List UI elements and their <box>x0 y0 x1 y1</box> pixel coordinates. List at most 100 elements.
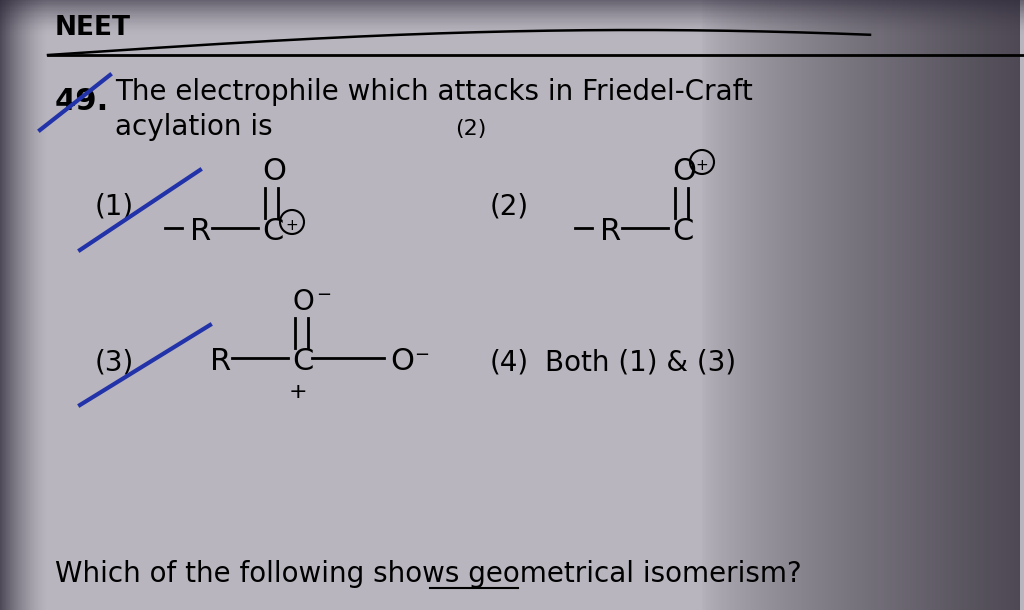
Bar <box>985 0 986 610</box>
Bar <box>840 0 841 610</box>
Bar <box>883 0 884 610</box>
Bar <box>0 17 1024 18</box>
Bar <box>803 0 804 610</box>
Bar <box>744 0 746 610</box>
Bar <box>858 0 860 610</box>
Bar <box>1012 0 1014 610</box>
Bar <box>0 6 1024 7</box>
Bar <box>852 0 854 610</box>
Bar <box>997 0 999 610</box>
Bar <box>824 0 826 610</box>
Bar <box>798 0 799 610</box>
Bar <box>753 0 755 610</box>
Bar <box>964 0 966 610</box>
Bar <box>828 0 829 610</box>
Bar <box>857 0 858 610</box>
Bar <box>932 0 934 610</box>
Text: Both (1) & (3): Both (1) & (3) <box>545 348 736 376</box>
Bar <box>880 0 881 610</box>
Bar <box>846 0 847 610</box>
Bar <box>807 0 809 610</box>
Bar <box>770 0 772 610</box>
Bar <box>815 0 817 610</box>
Bar <box>701 0 703 610</box>
Bar <box>959 0 961 610</box>
Bar <box>821 0 823 610</box>
Bar <box>737 0 738 610</box>
Bar <box>0 27 1024 29</box>
Bar <box>718 0 719 610</box>
Bar <box>929 0 931 610</box>
Bar <box>971 0 972 610</box>
Bar <box>719 0 721 610</box>
Bar <box>806 0 807 610</box>
Bar <box>0 23 1024 24</box>
Bar <box>826 0 828 610</box>
Bar <box>761 0 763 610</box>
Bar <box>866 0 868 610</box>
Bar <box>833 0 835 610</box>
Bar <box>0 19 1024 20</box>
Text: (2): (2) <box>455 119 486 139</box>
Bar <box>889 0 891 610</box>
Bar <box>975 0 977 610</box>
Bar <box>854 0 855 610</box>
Text: The electrophile which attacks in Friedel-Craft: The electrophile which attacks in Friede… <box>115 78 753 106</box>
Bar <box>836 0 838 610</box>
Bar <box>855 0 857 610</box>
Bar <box>786 0 788 610</box>
Text: (1): (1) <box>95 193 134 221</box>
Text: O: O <box>292 288 313 316</box>
Bar <box>766 0 767 610</box>
Bar <box>0 7 1024 9</box>
Bar <box>752 0 753 610</box>
Bar <box>881 0 883 610</box>
Bar <box>961 0 963 610</box>
Bar <box>0 29 1024 30</box>
Bar <box>767 0 769 610</box>
Bar <box>1019 0 1020 610</box>
Bar <box>986 0 988 610</box>
Bar <box>956 0 957 610</box>
Bar <box>1017 0 1019 610</box>
Bar <box>861 0 863 610</box>
Bar <box>814 0 815 610</box>
Text: R: R <box>190 217 211 246</box>
Bar <box>931 0 932 610</box>
Bar <box>740 0 741 610</box>
Bar <box>897 0 898 610</box>
Bar <box>996 0 997 610</box>
Bar <box>763 0 764 610</box>
Bar <box>952 0 954 610</box>
Bar <box>935 0 937 610</box>
Text: C: C <box>292 347 313 376</box>
Bar <box>878 0 880 610</box>
Bar <box>0 12 1024 13</box>
Bar <box>999 0 1000 610</box>
Text: (3): (3) <box>95 348 134 376</box>
Bar <box>1014 0 1015 610</box>
Text: R: R <box>210 347 231 376</box>
Bar <box>900 0 901 610</box>
Bar <box>0 1 1024 2</box>
Bar <box>756 0 758 610</box>
Bar <box>926 0 927 610</box>
Text: acylation is: acylation is <box>115 113 272 141</box>
Text: O: O <box>390 347 414 376</box>
Bar <box>778 0 780 610</box>
Bar <box>850 0 852 610</box>
Bar <box>773 0 775 610</box>
Bar <box>1008 0 1009 610</box>
Bar <box>722 0 724 610</box>
Bar <box>781 0 783 610</box>
Bar <box>0 18 1024 19</box>
Bar <box>908 0 909 610</box>
Bar <box>758 0 759 610</box>
Bar <box>891 0 892 610</box>
Bar <box>817 0 818 610</box>
Bar <box>705 0 707 610</box>
Bar <box>994 0 996 610</box>
Bar <box>865 0 866 610</box>
Bar <box>793 0 795 610</box>
Bar <box>738 0 740 610</box>
